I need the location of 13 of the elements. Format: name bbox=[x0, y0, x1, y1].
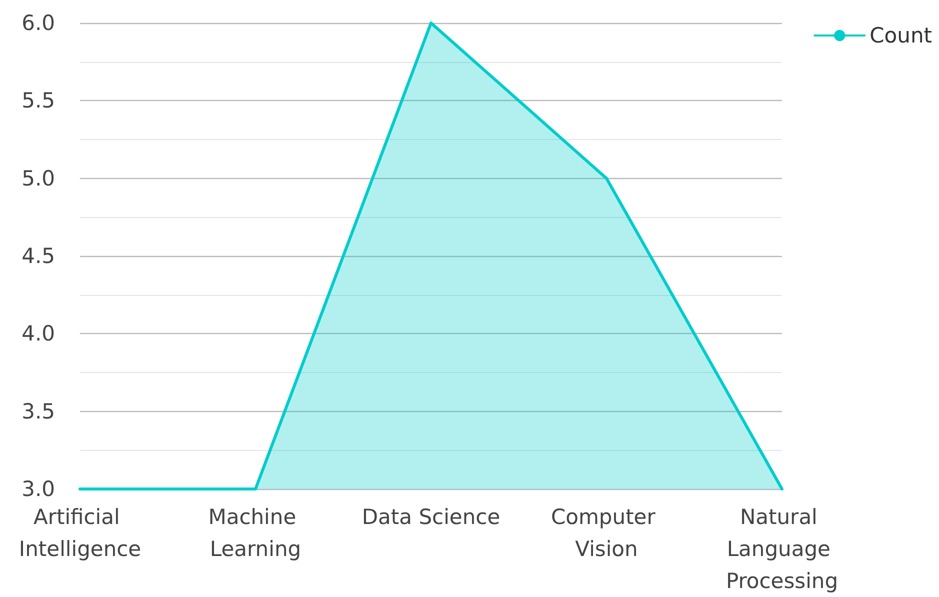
y-tick-label: 6.0 bbox=[22, 11, 55, 35]
y-tick-label: 3.5 bbox=[22, 399, 55, 424]
y-tick-label: 4.5 bbox=[22, 244, 55, 268]
y-tick-label: 5.5 bbox=[22, 88, 55, 113]
x-tick-label: Data Science bbox=[362, 505, 500, 529]
y-tick-label: 3.0 bbox=[22, 477, 55, 501]
x-tick-label: Machine Learning bbox=[208, 505, 303, 561]
x-tick-label: Artificial Intelligence bbox=[18, 505, 142, 561]
legend-label: Count bbox=[870, 24, 932, 48]
y-tick-label: 4.0 bbox=[22, 322, 55, 346]
x-tick-label: Natural Language Processing bbox=[726, 505, 838, 593]
y-tick-label: 5.0 bbox=[22, 166, 55, 190]
x-tick-label: Computer Vision bbox=[550, 505, 662, 561]
